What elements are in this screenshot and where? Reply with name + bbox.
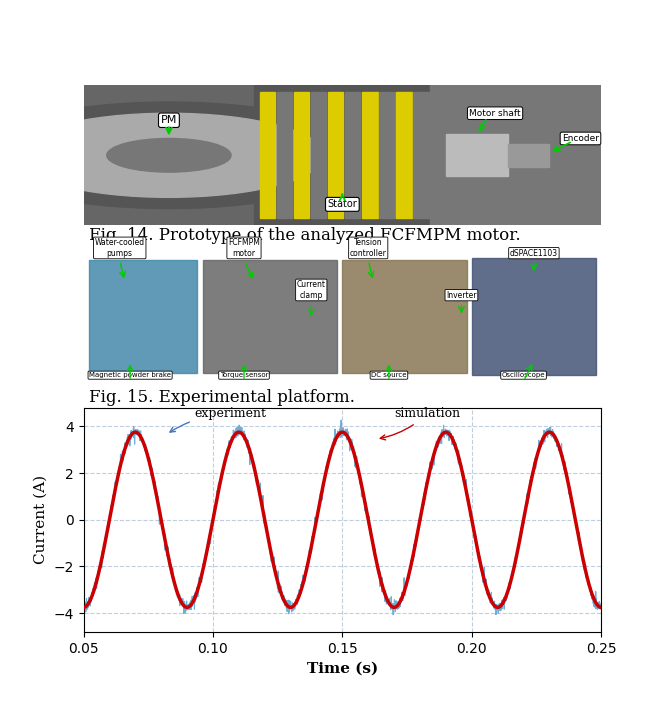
Text: simulation: simulation [380, 408, 460, 440]
Bar [430, 85, 601, 225]
Y-axis label: Current (A): Current (A) [34, 475, 48, 564]
Text: Motor shaft: Motor shaft [469, 109, 521, 118]
Bar [345, 92, 361, 219]
Bar [202, 261, 337, 373]
Text: dSPACE1103: dSPACE1103 [510, 248, 558, 258]
Text: DC source: DC source [371, 372, 407, 378]
Bar [294, 92, 309, 219]
Bar [379, 92, 395, 219]
Bar [396, 92, 411, 219]
Text: Magnetic powder brake: Magnetic powder brake [89, 372, 171, 378]
Text: Oscilloscope: Oscilloscope [502, 372, 545, 378]
Text: Tension
controller: Tension controller [350, 239, 387, 258]
Bar [413, 92, 429, 219]
Bar [508, 144, 549, 167]
Bar [89, 261, 198, 373]
Text: Water-cooled
pumps: Water-cooled pumps [95, 239, 145, 258]
Bar [260, 92, 275, 219]
Bar [472, 258, 596, 376]
Bar [311, 92, 326, 219]
Text: FCFMPM
motor: FCFMPM motor [228, 239, 260, 258]
Text: Fig. 14. Prototype of the analyzed FCFMPM motor.: Fig. 14. Prototype of the analyzed FCFMP… [89, 227, 520, 244]
Bar [84, 85, 255, 225]
Bar [446, 134, 508, 176]
X-axis label: Time (s): Time (s) [307, 661, 378, 675]
Text: experiment: experiment [170, 408, 267, 432]
Text: Torque sensor: Torque sensor [220, 372, 269, 378]
Text: Encoder: Encoder [562, 134, 599, 143]
Bar [328, 92, 343, 219]
Text: Fig. 15. Experimental platform.: Fig. 15. Experimental platform. [89, 388, 355, 405]
Bar [277, 92, 292, 219]
Circle shape [13, 113, 324, 197]
Circle shape [0, 102, 365, 209]
Bar [255, 85, 430, 225]
Bar [362, 92, 377, 219]
Text: Inverter: Inverter [446, 290, 477, 300]
Text: Stator: Stator [327, 200, 357, 209]
Bar [343, 261, 466, 373]
Text: Current
clamp: Current clamp [297, 280, 326, 300]
Text: PM: PM [161, 115, 177, 125]
Circle shape [107, 138, 231, 172]
